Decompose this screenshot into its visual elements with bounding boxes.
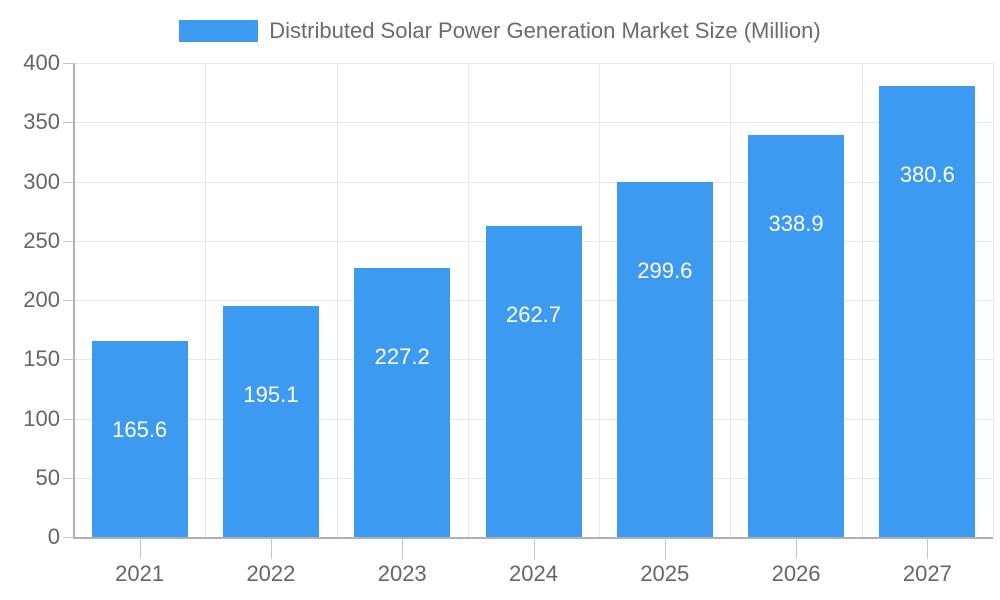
legend-color-swatch [179, 20, 259, 42]
y-axis-tick-mark-350 [63, 122, 74, 124]
bar-2025[interactable] [616, 181, 713, 537]
gridline-x-4 [599, 63, 600, 537]
y-axis-tick-label-50: 50 [35, 464, 60, 490]
gridline-y-400 [74, 63, 993, 64]
y-axis-tick-label-0: 0 [47, 524, 60, 549]
y-axis-line [73, 63, 75, 539]
bar-2027[interactable] [879, 85, 976, 537]
bar-2026[interactable] [748, 135, 845, 537]
bar-2023[interactable] [354, 267, 451, 537]
bar-2021[interactable] [91, 340, 188, 537]
x-axis-tick-label-2022: 2022 [246, 561, 296, 586]
bar-2022[interactable] [222, 305, 319, 537]
x-axis-tick-label-2023: 2023 [377, 561, 427, 586]
y-axis-tick-mark-300 [63, 181, 74, 183]
y-axis-tick-label-300: 300 [23, 168, 60, 194]
y-axis-tick-label-150: 150 [23, 346, 60, 372]
x-axis-tick-mark-2024 [534, 538, 535, 559]
y-axis-tick-mark-200 [63, 300, 74, 301]
gridline-x-1 [205, 63, 206, 537]
y-axis-tick-mark-0 [63, 537, 74, 538]
y-axis-tick-mark-150 [63, 359, 74, 361]
gridline-x-3 [468, 63, 469, 537]
x-axis-tick-label-2021: 2021 [115, 561, 165, 586]
y-axis-tick-label-200: 200 [23, 287, 60, 312]
axis-baseline [74, 537, 993, 539]
y-axis-tick-label-400: 400 [23, 50, 60, 75]
y-axis-tick-label-100: 100 [23, 405, 60, 431]
chart-legend: Distributed Solar Power Generation Marke… [0, 16, 1000, 46]
plot-area: 165.6 195.1 227.2 262.7 299.6 338.9 380.6 [74, 63, 994, 539]
x-axis-tick-mark-2021 [140, 538, 141, 559]
gridline-x-7 [993, 63, 994, 537]
gridline-x-2 [337, 63, 338, 537]
y-axis-tick-mark-50 [63, 477, 74, 479]
x-axis-tick-label-2026: 2026 [771, 561, 821, 586]
x-axis-tick-label-2024: 2024 [509, 561, 558, 586]
y-axis-tick-label-250: 250 [23, 227, 60, 253]
x-axis-tick-mark-2023 [402, 538, 403, 559]
x-axis-tick-mark-2027 [927, 538, 928, 559]
x-axis-tick-label-2027: 2027 [902, 561, 952, 586]
gridline-x-5 [730, 63, 731, 537]
x-axis-tick-mark-2022 [271, 538, 272, 559]
y-axis-tick-mark-100 [63, 418, 74, 420]
x-axis-tick-mark-2025 [665, 538, 666, 559]
y-axis-tick-label-350: 350 [23, 109, 60, 135]
bar-2024[interactable] [485, 225, 582, 537]
gridline-y-350 [74, 122, 993, 124]
gridline-y-300 [74, 181, 993, 183]
legend-series-label: Distributed Solar Power Generation Marke… [269, 18, 821, 43]
x-axis-tick-label-2025: 2025 [640, 561, 690, 586]
y-axis-tick-mark-400 [63, 63, 74, 64]
x-axis-tick-mark-2026 [796, 538, 797, 559]
gridline-x-6 [862, 63, 863, 537]
y-axis-tick-mark-250 [63, 240, 74, 242]
